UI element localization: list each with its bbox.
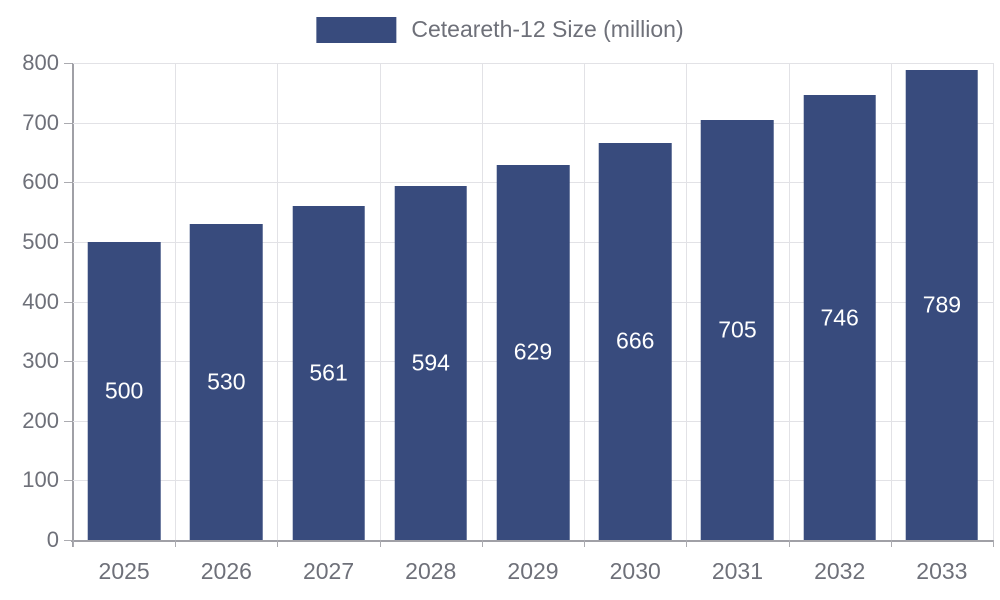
- y-axis-tick: [64, 182, 72, 184]
- bar-slot: 561: [277, 63, 379, 540]
- gridline-vertical: [379, 63, 381, 540]
- gridline-horizontal: [73, 122, 993, 124]
- x-axis-tick: [584, 540, 586, 547]
- x-axis-tick: [481, 540, 483, 547]
- x-axis-tick: [175, 540, 177, 547]
- bar-2033: 789: [905, 69, 979, 540]
- bar-slot: 666: [584, 63, 686, 540]
- gridline-vertical: [993, 63, 994, 540]
- bar-value-label: 789: [922, 291, 962, 318]
- y-axis-tick: [64, 540, 72, 541]
- bar-2029: 629: [496, 164, 570, 540]
- gridline-horizontal: [73, 63, 993, 64]
- gridline-vertical: [584, 63, 586, 540]
- gridline-vertical: [481, 63, 483, 540]
- x-axis-tick-label: 2033: [916, 558, 968, 584]
- bar-2025: 500: [87, 241, 161, 540]
- y-axis-tick-label: 200: [22, 407, 59, 433]
- x-axis-tick-label: 2028: [405, 558, 457, 584]
- bar-2031: 705: [701, 119, 774, 540]
- x-axis-tick: [993, 540, 994, 547]
- bar-value-label: 666: [616, 327, 655, 354]
- x-axis-tick: [277, 540, 279, 547]
- bar-value-label: 561: [309, 359, 348, 386]
- x-axis-line: [71, 540, 994, 542]
- bar-slot: 594: [380, 63, 482, 540]
- legend-label: Ceteareth-12 Size (million): [411, 16, 684, 42]
- bar-2026: 530: [190, 224, 263, 540]
- bar-2030: 666: [598, 142, 672, 540]
- y-axis-tick: [64, 420, 72, 422]
- bar-2027: 561: [292, 205, 365, 540]
- gridline-vertical: [788, 63, 790, 540]
- legend[interactable]: Ceteareth-12 Size (million): [316, 16, 684, 43]
- y-axis-tick-label: 800: [22, 50, 59, 75]
- y-axis-tick: [64, 241, 72, 243]
- y-axis-tick-label: 400: [22, 288, 59, 314]
- x-axis-tick: [788, 540, 790, 547]
- x-axis-tick-label: 2025: [98, 558, 150, 584]
- bar-2032: 746: [803, 95, 876, 540]
- legend-swatch: [316, 16, 397, 43]
- gridline-vertical: [686, 63, 688, 540]
- x-axis-tick: [73, 540, 74, 547]
- plot-area: 0 100 200 300 400 500 600 700 800 2025 500 2026 530 2…: [22, 50, 994, 584]
- bar-slot: 746: [789, 63, 891, 540]
- gridline-vertical: [277, 63, 279, 540]
- bar-2028: 594: [394, 185, 468, 540]
- y-axis-tick: [64, 480, 72, 482]
- bar-value-label: 594: [411, 349, 450, 376]
- bar-value-label: 500: [104, 377, 144, 404]
- x-axis-tick-label: 2026: [200, 558, 252, 584]
- y-axis-tick: [64, 301, 72, 303]
- y-axis-tick-label: 0: [46, 527, 59, 552]
- y-axis-tick-label: 100: [22, 467, 59, 493]
- bar-slot: 789: [891, 63, 993, 540]
- bar-slot: 629: [482, 63, 584, 540]
- bar-value-label: 746: [820, 304, 859, 331]
- y-axis-tick: [64, 63, 72, 64]
- x-axis-tick-label: 2030: [609, 558, 661, 584]
- bar-value-label: 530: [207, 368, 246, 395]
- x-axis-tick: [890, 540, 892, 547]
- bar-value-label: 629: [513, 338, 553, 365]
- y-axis-line: [72, 63, 74, 547]
- gridline-vertical: [175, 63, 177, 540]
- gridline-vertical: [890, 63, 892, 540]
- y-axis-tick-label: 500: [22, 228, 59, 254]
- y-axis-tick-label: 600: [22, 169, 59, 195]
- bar-slot: 530: [175, 63, 277, 540]
- x-axis-tick-label: 2029: [507, 558, 559, 584]
- x-axis-tick: [686, 540, 688, 547]
- x-axis-tick-label: 2032: [814, 558, 866, 584]
- y-axis-tick-label: 300: [22, 348, 59, 374]
- x-axis-tick-label: 2027: [302, 558, 355, 584]
- bar-slot: 705: [686, 63, 788, 540]
- x-axis-tick-label: 2031: [711, 558, 764, 584]
- y-axis-tick-label: 700: [22, 109, 59, 135]
- bar-slot: 500: [73, 63, 175, 540]
- x-axis-tick: [379, 540, 381, 547]
- y-axis-tick: [64, 122, 72, 124]
- bar-value-label: 705: [718, 316, 757, 343]
- y-axis-tick: [64, 361, 72, 363]
